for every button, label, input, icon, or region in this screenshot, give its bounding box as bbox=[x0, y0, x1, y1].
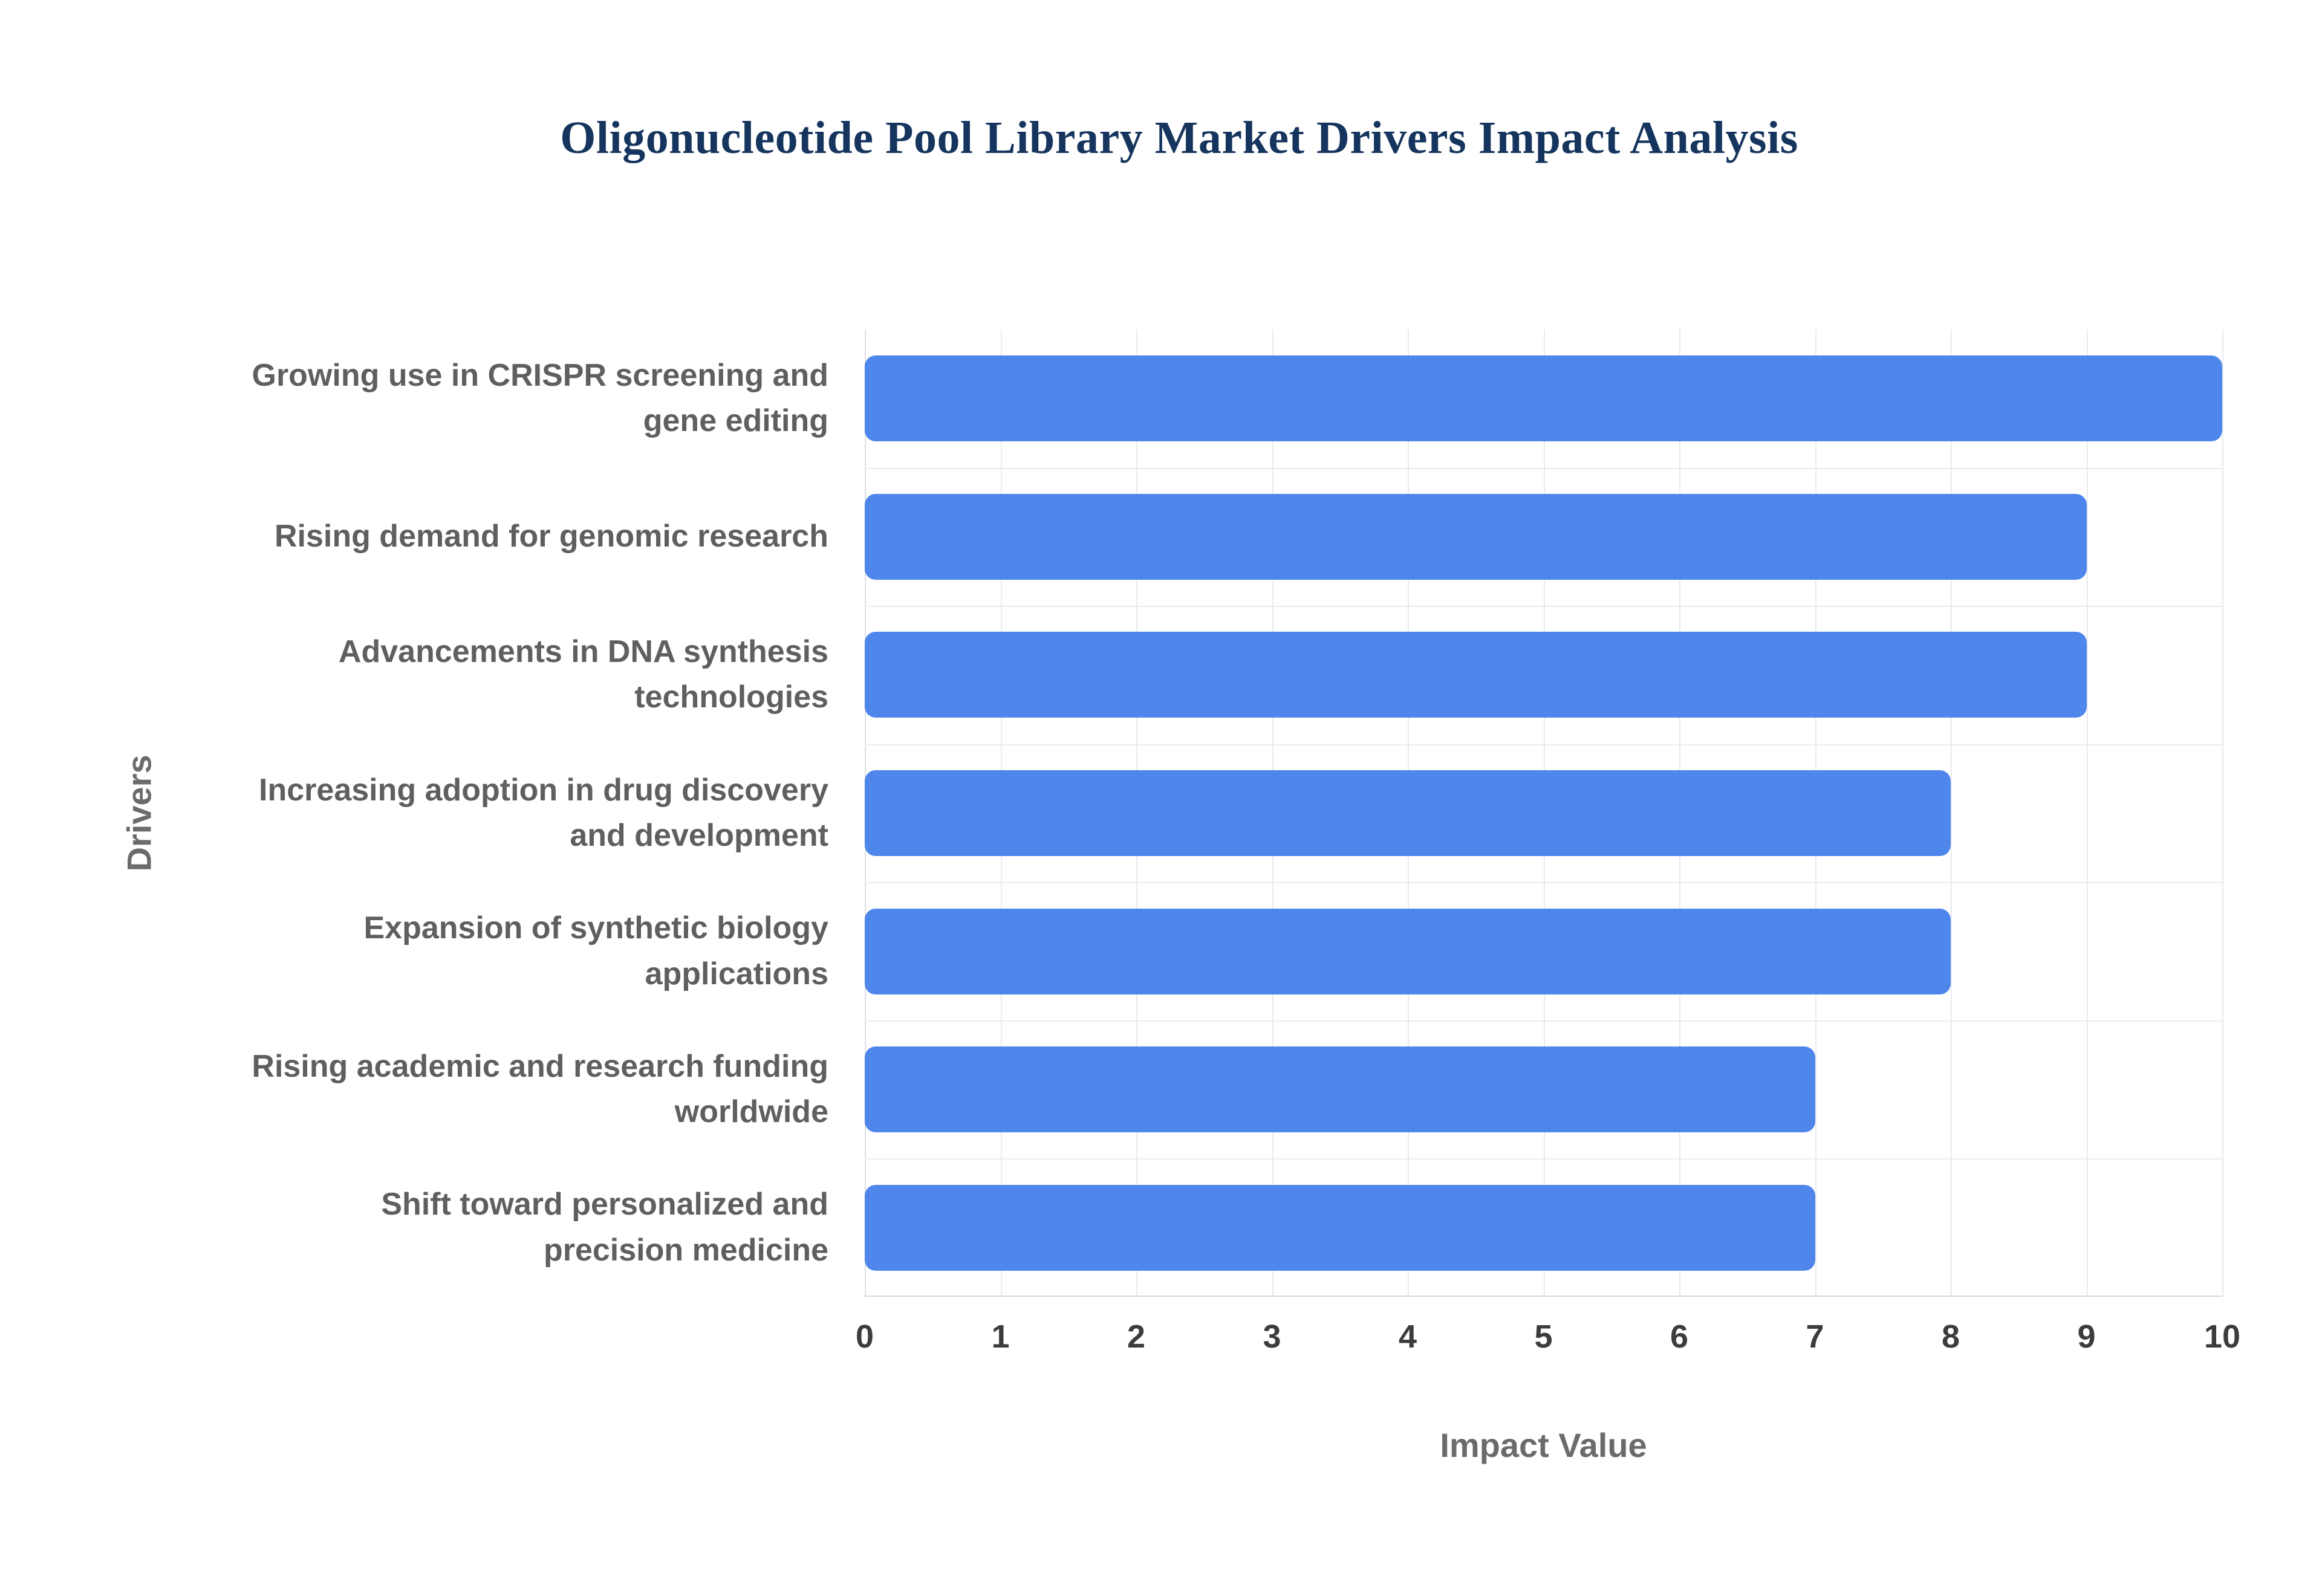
category-label: Rising academic and research funding wor… bbox=[248, 1020, 828, 1159]
category-label-text: Rising demand for genomic research bbox=[274, 519, 828, 554]
x-tick-label: 8 bbox=[1941, 1319, 1960, 1355]
category-label: Advancements in DNA synthesis technologi… bbox=[248, 606, 828, 744]
gridline-y bbox=[865, 467, 2222, 469]
x-tick-label: 4 bbox=[1398, 1319, 1417, 1355]
category-label: Expansion of synthetic biology applicati… bbox=[248, 882, 828, 1020]
gridline-y bbox=[865, 606, 2222, 608]
x-tick-label: 7 bbox=[1806, 1319, 1824, 1355]
x-axis-title: Impact Value bbox=[1440, 1426, 1647, 1464]
category-label-text: Expansion of synthetic biology applicati… bbox=[363, 910, 828, 991]
category-label-text: Growing use in CRISPR screening and gene… bbox=[252, 357, 829, 439]
gridline-y bbox=[865, 882, 2222, 884]
bar bbox=[865, 770, 1951, 856]
x-axis-line bbox=[865, 1296, 2222, 1297]
bar bbox=[865, 1046, 1815, 1133]
y-axis-title: Drivers bbox=[120, 754, 158, 872]
x-tick-label: 2 bbox=[1127, 1319, 1146, 1355]
x-tick-label: 5 bbox=[1534, 1319, 1553, 1355]
gridline-x-9 bbox=[2086, 329, 2088, 1297]
bar bbox=[865, 1184, 1815, 1271]
gridline-x-8 bbox=[1951, 329, 1952, 1297]
category-label: Increasing adoption in drug discovery an… bbox=[248, 744, 828, 883]
bar bbox=[865, 493, 2087, 580]
category-label-text: Shift toward personalized and precision … bbox=[381, 1187, 828, 1268]
gridline-y bbox=[865, 1020, 2222, 1022]
category-label-text: Rising academic and research funding wor… bbox=[252, 1048, 828, 1130]
x-tick-label: 10 bbox=[2203, 1319, 2241, 1355]
x-tick-label: 6 bbox=[1670, 1319, 1689, 1355]
category-label: Shift toward personalized and precision … bbox=[248, 1158, 828, 1297]
category-label: Rising demand for genomic research bbox=[248, 468, 828, 606]
x-tick-label: 0 bbox=[855, 1319, 874, 1355]
x-tick-label: 3 bbox=[1263, 1319, 1281, 1355]
gridline-y bbox=[865, 1158, 2222, 1160]
bar bbox=[865, 355, 2222, 442]
bar bbox=[865, 632, 2087, 718]
chart-title: Oligonucleotide Pool Library Market Driv… bbox=[560, 112, 1798, 163]
bar bbox=[865, 908, 1951, 994]
category-label: Growing use in CRISPR screening and gene… bbox=[248, 329, 829, 468]
x-tick-label: 9 bbox=[2077, 1319, 2096, 1355]
plot-area bbox=[865, 329, 2223, 1297]
gridline-y bbox=[865, 744, 2222, 745]
x-tick-label: 1 bbox=[991, 1319, 1010, 1355]
category-label-text: Advancements in DNA synthesis technologi… bbox=[338, 634, 828, 715]
gridline-x-10 bbox=[2222, 329, 2223, 1297]
category-label-text: Increasing adoption in drug discovery an… bbox=[259, 772, 828, 853]
